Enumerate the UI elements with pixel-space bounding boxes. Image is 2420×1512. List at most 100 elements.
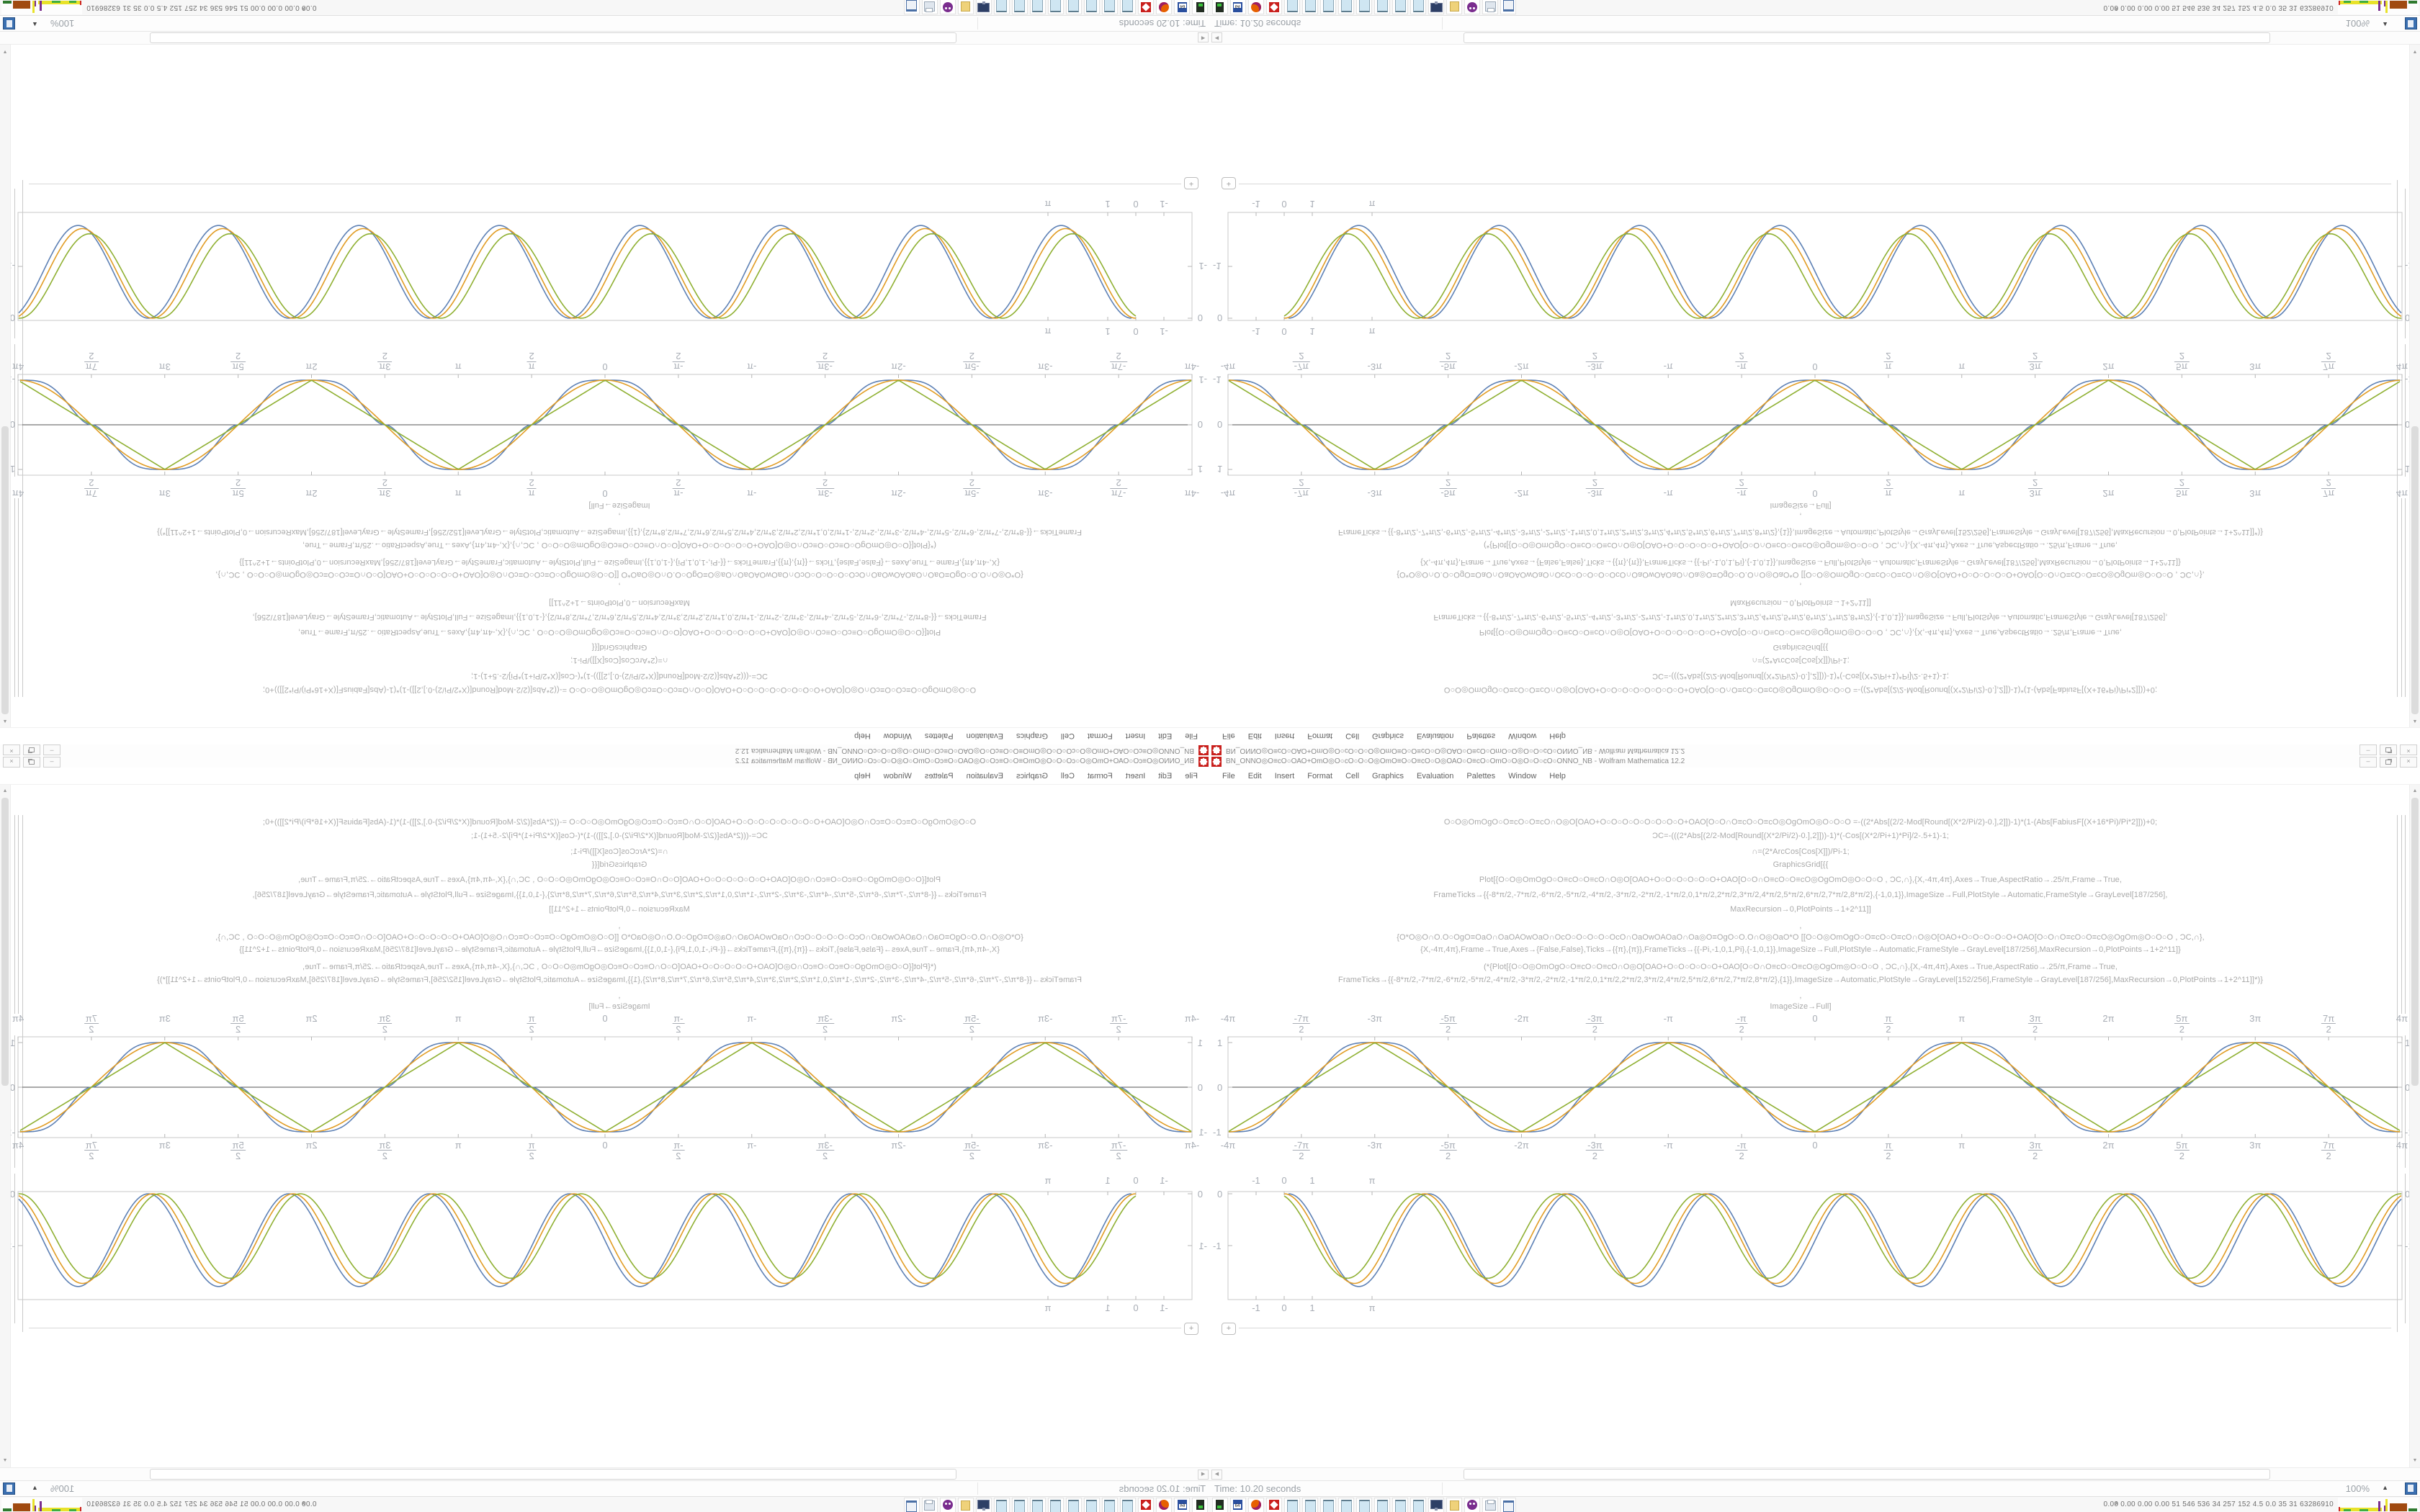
taskbar-firefox-icon[interactable]	[1156, 1498, 1172, 1512]
vertical-scrollbar[interactable]: ▲ ▼	[0, 785, 11, 1467]
scroll-up-arrow-icon[interactable]: ▲	[2412, 788, 2418, 793]
menu-cell[interactable]: Cell	[1060, 732, 1075, 741]
vertical-scrollbar-thumb[interactable]	[1, 798, 9, 1086]
menu-palettes[interactable]: Palettes	[1466, 771, 1496, 780]
horizontal-scrollbar-thumb[interactable]	[150, 32, 956, 43]
taskbar-mathematica-icon[interactable]	[1138, 1498, 1154, 1512]
taskbar-notes-icon[interactable]	[1374, 1498, 1390, 1512]
taskbar-notes-icon[interactable]	[1030, 0, 1046, 14]
taskbar-notes-icon[interactable]	[1356, 0, 1372, 14]
restore-button[interactable]	[23, 744, 40, 755]
taskbar-printer-icon[interactable]	[1482, 0, 1498, 14]
close-button[interactable]: ×	[3, 744, 20, 755]
title-bar[interactable]: ΒΝ_ΟΝΝΟ◎Ο≡cΟ○ΟΑΟ+ΟmΟ◎Ο○cΟ○Ο○Ο◎ΟmΟ≡Ο○Ο≡cΟ…	[0, 756, 1210, 768]
scroll-down-arrow-icon[interactable]: ▼	[2412, 1458, 2418, 1463]
taskbar-monitor-icon[interactable]	[1428, 0, 1444, 14]
minimize-button[interactable]: –	[2360, 744, 2377, 755]
taskbar-notes-icon[interactable]	[1284, 0, 1300, 14]
menu-window[interactable]: Window	[883, 732, 912, 741]
code-line[interactable]: {X,-4π,4π},Frame→True,Axes→{False,False}…	[1420, 945, 2181, 954]
menu-window[interactable]: Window	[1508, 771, 1537, 780]
title-bar[interactable]: ΒΝ_ΟΝΝΟ◎Ο≡cΟ○ΟΑΟ+ΟmΟ◎Ο○cΟ○Ο○Ο◎ΟmΟ≡Ο○Ο≡cΟ…	[0, 744, 1210, 756]
code-line[interactable]: {Ο*Ο◎Ο∩Ο.Ο○ΟgΟ≡ΟaΟ∩ΟaΟΑΟwΟaΟ∩ΟcΟ○Ο○Ο○Ο○Ο…	[1397, 933, 2205, 942]
magnification-value[interactable]: 100%	[50, 1483, 75, 1494]
menu-insert[interactable]: Insert	[1274, 732, 1295, 741]
taskbar-monitor-icon[interactable]	[976, 1498, 992, 1512]
taskbar-owl-icon[interactable]	[1464, 1498, 1480, 1512]
title-bar[interactable]: ΒΝ_ΟΝΝΟ◎Ο≡cΟ○ΟΑΟ+ΟmΟ◎Ο○cΟ○Ο○Ο◎ΟmΟ≡Ο○Ο≡cΟ…	[1210, 756, 2420, 768]
cell-bracket[interactable]	[2405, 815, 2406, 1014]
menu-insert[interactable]: Insert	[1125, 732, 1146, 741]
taskbar-owl-icon[interactable]	[940, 0, 956, 14]
taskbar-window-icon[interactable]	[904, 0, 920, 14]
taskbar-terminal-icon[interactable]	[1212, 1498, 1228, 1512]
taskbar-folder-icon[interactable]	[958, 1498, 974, 1512]
insert-cell-button[interactable]: +	[1184, 1323, 1198, 1335]
minimize-button[interactable]: –	[2360, 757, 2377, 768]
taskbar-window-icon[interactable]	[1500, 1498, 1516, 1512]
magnification-popup-icon[interactable]: ▲	[2382, 1484, 2388, 1491]
menu-help[interactable]: Help	[854, 732, 871, 741]
vertical-scrollbar[interactable]: ▲ ▼	[2409, 45, 2420, 727]
taskbar-floppy64-icon[interactable]	[1174, 0, 1190, 14]
taskbar-notes-icon[interactable]	[1410, 1498, 1426, 1512]
code-line[interactable]: ImageSize→Full]	[1770, 1002, 1832, 1011]
horizontal-scrollbar-thumb[interactable]	[150, 1469, 956, 1480]
code-line[interactable]: ƆC=-(((2*Abs[(2/2-Mod[Round[(X*2/Pi/2)-0…	[1652, 832, 1950, 840]
taskbar-printer-icon[interactable]	[922, 0, 938, 14]
magnification-value[interactable]: 100%	[2345, 1483, 2370, 1494]
menu-insert[interactable]: Insert	[1274, 771, 1295, 780]
menu-evaluation[interactable]: Evaluation	[1417, 732, 1454, 741]
vertical-scrollbar[interactable]: ▲ ▼	[0, 45, 11, 727]
magnification-popup-icon[interactable]: ▲	[2382, 21, 2388, 28]
taskbar-firefox-icon[interactable]	[1156, 0, 1172, 14]
taskbar-owl-icon[interactable]	[940, 1498, 956, 1512]
title-bar[interactable]: ΒΝ_ΟΝΝΟ◎Ο≡cΟ○ΟΑΟ+ΟmΟ◎Ο○cΟ○Ο○Ο◎ΟmΟ≡Ο○Ο≡cΟ…	[1210, 744, 2420, 756]
close-button[interactable]: ×	[2400, 757, 2417, 768]
taskbar-notes-icon[interactable]	[1120, 1498, 1136, 1512]
menu-evaluation[interactable]: Evaluation	[1417, 771, 1454, 780]
code-line[interactable]: MaxRecursion→0,PlotPoints→1+2^11]]	[1730, 905, 1871, 914]
notebook-content[interactable]: Ο○Ο◎ΟmΟgΟ○Ο≡cΟ○Ο≡cΟ∩Ο◎Ο[ΟΑΟ+Ο○Ο○Ο○Ο○Ο○Ο○…	[10, 785, 1210, 1467]
horizontal-scrollbar[interactable]: ◀	[0, 31, 1210, 45]
menu-format[interactable]: Format	[1087, 732, 1113, 741]
vertical-scrollbar-thumb[interactable]	[1, 426, 9, 714]
taskbar-notes-icon[interactable]	[1084, 0, 1100, 14]
menu-format[interactable]: Format	[1307, 771, 1333, 780]
vertical-scrollbar-thumb[interactable]	[2411, 426, 2419, 714]
minimize-button[interactable]: –	[43, 744, 60, 755]
taskbar-notes-icon[interactable]	[1356, 1498, 1372, 1512]
taskbar-notes-icon[interactable]	[1392, 0, 1408, 14]
menu-cell[interactable]: Cell	[1345, 732, 1360, 741]
vertical-scrollbar[interactable]: ▲ ▼	[2409, 785, 2420, 1467]
documentation-icon[interactable]	[2405, 17, 2417, 30]
cell-bracket[interactable]	[2397, 815, 2398, 1332]
scroll-up-arrow-icon[interactable]: ▲	[2, 788, 8, 793]
menu-cell[interactable]: Cell	[1345, 771, 1360, 780]
taskbar-notes-icon[interactable]	[1302, 1498, 1318, 1512]
horizontal-scrollbar[interactable]: ◀	[1210, 31, 2420, 45]
taskbar-notes-icon[interactable]	[1284, 1498, 1300, 1512]
horizontal-scrollbar-thumb[interactable]	[1464, 1469, 2270, 1480]
menu-window[interactable]: Window	[1508, 732, 1537, 741]
menu-format[interactable]: Format	[1087, 771, 1113, 780]
code-line[interactable]: GraphicsGrid[{{	[1773, 860, 1829, 869]
menu-help[interactable]: Help	[854, 771, 871, 780]
taskbar-notes-icon[interactable]	[994, 0, 1010, 14]
taskbar-notes-icon[interactable]	[1392, 1498, 1408, 1512]
taskbar-notes-icon[interactable]	[1012, 1498, 1028, 1512]
documentation-icon[interactable]	[2405, 1482, 2417, 1495]
insert-cell-button[interactable]: +	[1184, 177, 1198, 189]
code-line[interactable]: ,	[1799, 922, 1802, 930]
scroll-left-arrow-icon[interactable]: ◀	[1198, 32, 1209, 42]
scroll-up-arrow-icon[interactable]: ▲	[2412, 719, 2418, 724]
menu-graphics[interactable]: Graphics	[1372, 771, 1404, 780]
menu-help[interactable]: Help	[1549, 771, 1566, 780]
taskbar-terminal-icon[interactable]	[1192, 1498, 1208, 1512]
horizontal-scrollbar-thumb[interactable]	[1464, 32, 2270, 43]
taskbar-notes-icon[interactable]	[1048, 1498, 1064, 1512]
menu-palettes[interactable]: Palettes	[924, 771, 954, 780]
minimize-button[interactable]: –	[43, 757, 60, 768]
taskbar-notes-icon[interactable]	[1030, 1498, 1046, 1512]
code-line[interactable]: Plot[{Ο○Ο◎ΟmΟgΟ○Ο≡cΟ○Ο≡cΟ∩Ο◎Ο[ΟΑΟ+Ο○Ο○Ο○…	[1479, 876, 2123, 884]
